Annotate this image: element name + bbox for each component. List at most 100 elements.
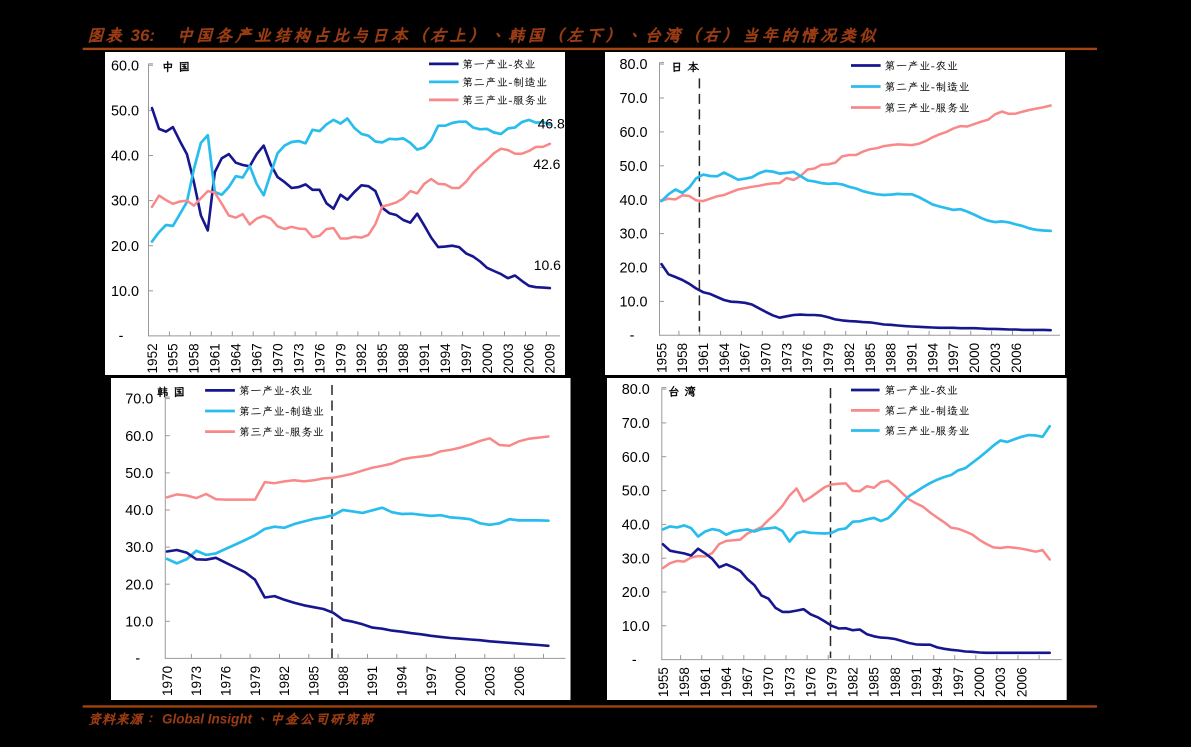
- svg-text:1955: 1955: [166, 343, 181, 373]
- svg-text:1997: 1997: [951, 667, 966, 697]
- svg-text:1967: 1967: [738, 343, 753, 373]
- svg-text:1973: 1973: [779, 343, 794, 373]
- svg-text:60.0: 60.0: [125, 429, 153, 445]
- svg-text:30.0: 30.0: [125, 540, 153, 556]
- svg-text:-: -: [135, 651, 140, 667]
- svg-text:2003: 2003: [501, 343, 516, 373]
- svg-text:2000: 2000: [967, 343, 982, 373]
- svg-text:1964: 1964: [719, 667, 734, 698]
- svg-text:20.0: 20.0: [622, 585, 650, 601]
- svg-text:1970: 1970: [160, 666, 175, 696]
- svg-text:1973: 1973: [291, 343, 306, 373]
- svg-text:2006: 2006: [512, 666, 527, 696]
- svg-text:2003: 2003: [483, 666, 498, 696]
- svg-text:1961: 1961: [698, 667, 713, 697]
- svg-text:1958: 1958: [187, 343, 202, 373]
- svg-text:1958: 1958: [677, 667, 692, 697]
- svg-text:10.0: 10.0: [622, 619, 650, 635]
- svg-text:1997: 1997: [424, 666, 439, 696]
- svg-text:1970: 1970: [761, 667, 776, 697]
- svg-text:1976: 1976: [803, 667, 818, 697]
- svg-text:40.0: 40.0: [622, 518, 650, 534]
- svg-text:1961: 1961: [696, 343, 711, 373]
- svg-text:2000: 2000: [453, 666, 468, 696]
- svg-text:50.0: 50.0: [125, 466, 153, 482]
- svg-text:1958: 1958: [675, 343, 690, 373]
- svg-text:42.6: 42.6: [533, 156, 560, 172]
- svg-text:50.0: 50.0: [111, 104, 139, 120]
- svg-text:1973: 1973: [189, 666, 204, 696]
- svg-text:1979: 1979: [821, 343, 836, 373]
- svg-text:1979: 1979: [248, 666, 263, 696]
- svg-text:1991: 1991: [905, 343, 920, 373]
- svg-text:1964: 1964: [229, 343, 244, 374]
- svg-text:1988: 1988: [396, 343, 411, 373]
- svg-text:1997: 1997: [946, 343, 961, 373]
- svg-text:1991: 1991: [417, 343, 432, 373]
- svg-text:1979: 1979: [333, 343, 348, 373]
- svg-text:20.0: 20.0: [619, 261, 647, 277]
- svg-text:40.0: 40.0: [125, 503, 153, 519]
- svg-text:1955: 1955: [656, 667, 671, 697]
- svg-text:30.0: 30.0: [622, 551, 650, 567]
- svg-text:1976: 1976: [800, 343, 815, 373]
- svg-text:1985: 1985: [307, 666, 322, 696]
- svg-text:1979: 1979: [825, 667, 840, 697]
- svg-text:1988: 1988: [888, 667, 903, 697]
- svg-text:10.0: 10.0: [125, 614, 153, 630]
- svg-text:50.0: 50.0: [622, 484, 650, 500]
- svg-text:80.0: 80.0: [622, 382, 650, 398]
- svg-text:1970: 1970: [759, 343, 774, 373]
- svg-text:1985: 1985: [867, 667, 882, 697]
- svg-text:2006: 2006: [1009, 343, 1024, 373]
- svg-text:1994: 1994: [438, 343, 453, 374]
- svg-text:50.0: 50.0: [619, 159, 647, 175]
- svg-text:1988: 1988: [884, 343, 899, 373]
- svg-text:1997: 1997: [459, 343, 474, 373]
- svg-text:2000: 2000: [972, 667, 987, 697]
- svg-text:1991: 1991: [365, 666, 380, 696]
- svg-text:-: -: [119, 329, 124, 345]
- svg-text:20.0: 20.0: [111, 239, 139, 255]
- svg-text:1955: 1955: [654, 343, 669, 373]
- svg-text:10.6: 10.6: [534, 257, 561, 273]
- svg-text:40.0: 40.0: [619, 193, 647, 209]
- svg-text:1994: 1994: [395, 665, 410, 696]
- svg-text:Global Insight: Global Insight: [162, 712, 253, 727]
- svg-text:60.0: 60.0: [111, 58, 139, 74]
- svg-text:1964: 1964: [717, 342, 732, 373]
- svg-text:1982: 1982: [277, 666, 292, 696]
- svg-text:1973: 1973: [782, 667, 797, 697]
- svg-text:1976: 1976: [219, 666, 234, 696]
- svg-text:2003: 2003: [988, 343, 1003, 373]
- svg-text:2009: 2009: [543, 343, 558, 373]
- svg-text:70.0: 70.0: [622, 416, 650, 432]
- svg-text:1976: 1976: [312, 343, 327, 373]
- svg-text:20.0: 20.0: [125, 577, 153, 593]
- svg-text:1967: 1967: [250, 343, 265, 373]
- svg-text:1985: 1985: [863, 343, 878, 373]
- svg-text:70.0: 70.0: [125, 392, 153, 408]
- svg-text:40.0: 40.0: [111, 149, 139, 165]
- svg-text:60.0: 60.0: [622, 450, 650, 466]
- svg-text:2000: 2000: [480, 343, 495, 373]
- svg-text:2006: 2006: [1014, 667, 1029, 697]
- svg-text:30.0: 30.0: [619, 227, 647, 243]
- svg-text:1982: 1982: [842, 343, 857, 373]
- svg-text:1991: 1991: [909, 667, 924, 697]
- svg-text:1985: 1985: [375, 343, 390, 373]
- svg-text:1994: 1994: [925, 342, 940, 373]
- svg-text:1961: 1961: [208, 343, 223, 373]
- svg-text:1952: 1952: [145, 343, 160, 373]
- svg-text:2003: 2003: [993, 667, 1008, 697]
- svg-text:1994: 1994: [930, 667, 945, 698]
- svg-text:70.0: 70.0: [619, 91, 647, 107]
- svg-text:1982: 1982: [354, 343, 369, 373]
- svg-text:80.0: 80.0: [619, 57, 647, 73]
- svg-text:46.8: 46.8: [538, 116, 565, 132]
- svg-text:1970: 1970: [270, 343, 285, 373]
- svg-text:2006: 2006: [522, 343, 537, 373]
- svg-text:10.0: 10.0: [619, 295, 647, 311]
- svg-text:36:: 36:: [131, 26, 156, 45]
- svg-text:30.0: 30.0: [111, 194, 139, 210]
